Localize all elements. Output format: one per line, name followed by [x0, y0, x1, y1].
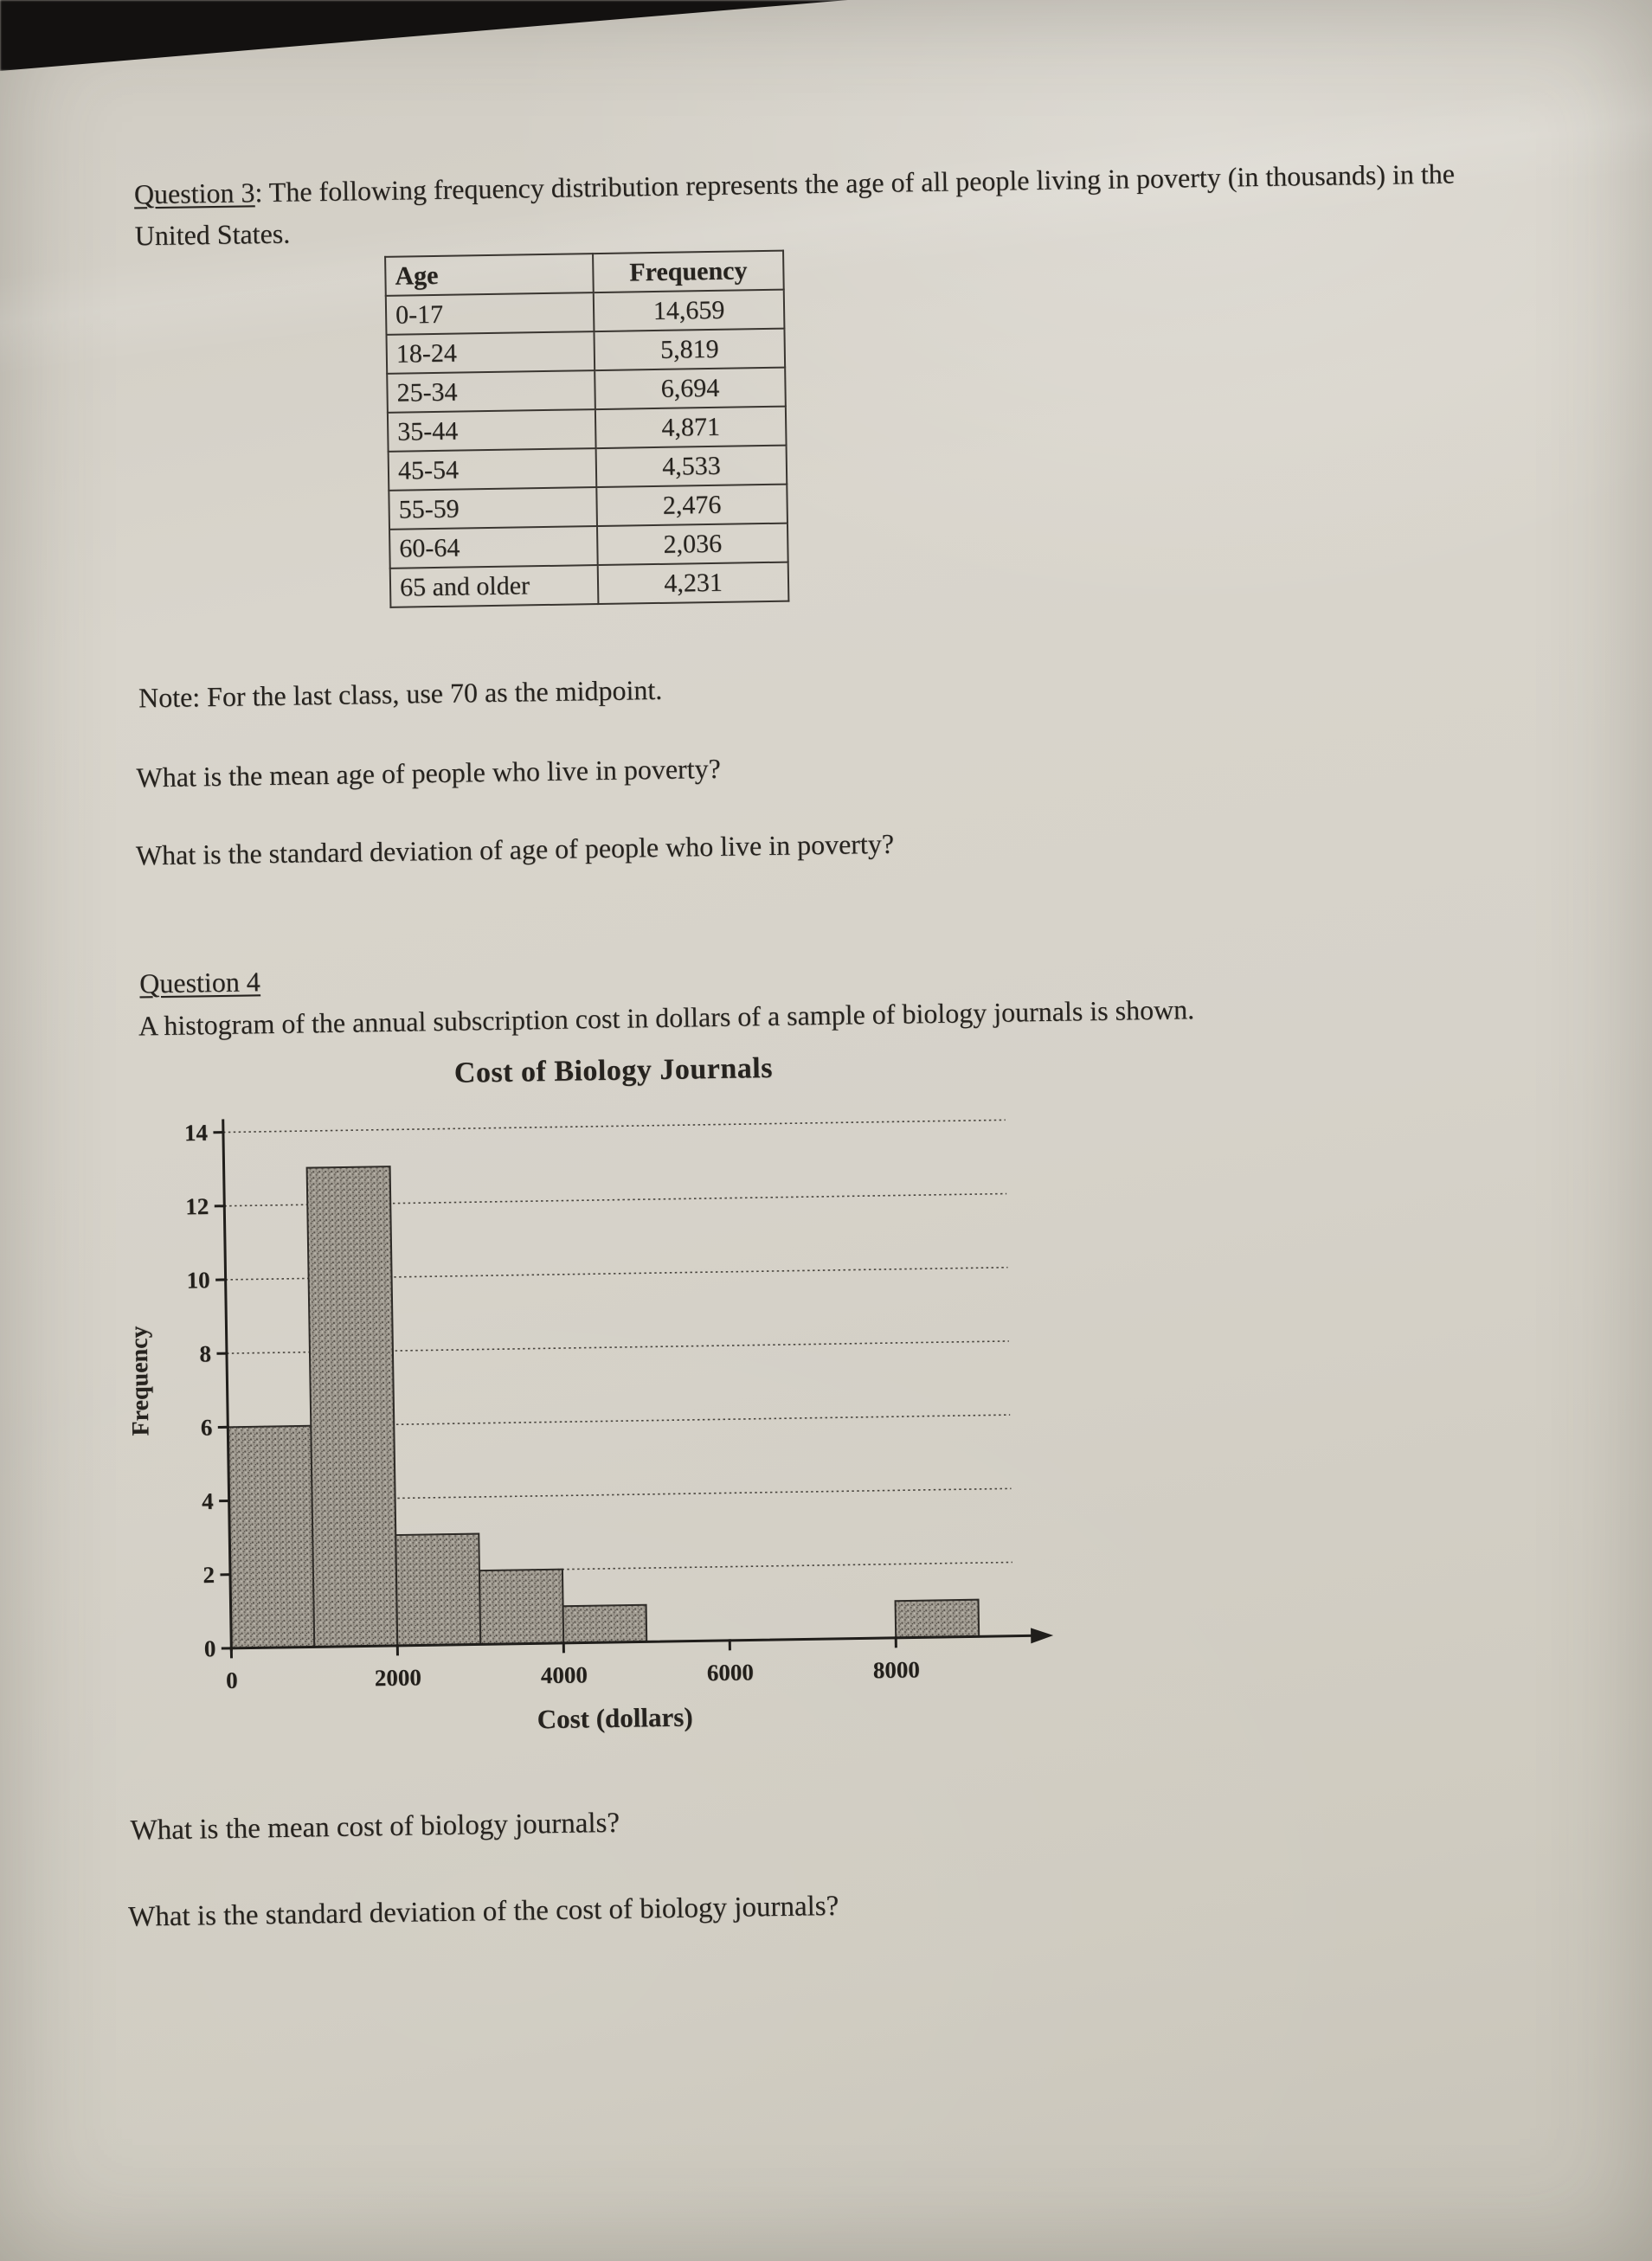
- age-class-cell: 25-34: [387, 370, 595, 413]
- y-tick-label: 8: [199, 1340, 211, 1366]
- table-row: 18-24 5,819: [386, 328, 786, 374]
- frequency-table: Age Frequency 0-17 14,659 18-24 5,819 25-34 6…: [384, 250, 789, 608]
- histogram-svg: 0 2 4 6 8 10 12 14 0 2000 4000 6000 8000: [184, 1119, 1054, 1693]
- x-tick-label: 6000: [707, 1659, 754, 1686]
- table-row: 35-44 4,871: [387, 406, 787, 452]
- q4-question-mean: What is the mean cost of biology journal…: [130, 1807, 620, 1847]
- age-class-cell: 55-59: [389, 487, 597, 530]
- frequency-cell: 14,659: [593, 289, 785, 332]
- table-header-age: Age: [385, 254, 594, 296]
- frequency-cell: 5,819: [594, 328, 786, 371]
- q3-question-sd: What is the standard deviation of age of…: [135, 827, 895, 871]
- table-row: 65 and older 4,231: [389, 562, 789, 607]
- chart-title: Cost of Biology Journals: [453, 1051, 774, 1089]
- frequency-cell: 4,231: [597, 562, 789, 605]
- question-3-text: Question 3: The following frequency dist…: [134, 152, 1468, 256]
- chart-x-axis-label: Cost (dollars): [537, 1701, 693, 1735]
- age-class-cell: 35-44: [387, 409, 596, 452]
- y-axis: [222, 1119, 233, 1652]
- age-class-cell: 18-24: [386, 331, 595, 374]
- x-tick-label: 4000: [541, 1661, 588, 1688]
- frequency-cell: 2,476: [596, 484, 787, 527]
- table-header-row: Age Frequency: [385, 250, 784, 296]
- frequency-cell: 2,036: [596, 523, 788, 566]
- question-4-heading: Question 4: [138, 966, 261, 999]
- q3-note: Note: For the last class, use 70 as the …: [138, 673, 663, 714]
- table-row: 25-34 6,694: [387, 367, 786, 413]
- histogram-bar: [894, 1598, 980, 1639]
- frequency-cell: 4,871: [595, 406, 787, 449]
- frequency-cell: 6,694: [595, 367, 786, 410]
- age-class-cell: 65 and older: [389, 565, 599, 607]
- table-row: 55-59 2,476: [389, 484, 787, 530]
- x-tick-label: 0: [226, 1667, 238, 1693]
- gridline: [222, 1119, 1006, 1134]
- age-class-cell: 0-17: [385, 292, 595, 335]
- question-3-heading: Question 3: [133, 177, 255, 210]
- histogram-bar: [478, 1568, 565, 1646]
- age-class-cell: 60-64: [389, 526, 598, 568]
- table-row: 60-64 2,036: [389, 523, 788, 568]
- x-axis: [229, 1634, 1036, 1650]
- x-tick-label: 2000: [375, 1664, 421, 1691]
- y-tick-label: 6: [201, 1415, 213, 1441]
- histogram-bar: [395, 1532, 482, 1647]
- table-header-frequency: Frequency: [593, 250, 784, 293]
- table-row: 0-17 14,659: [385, 289, 785, 335]
- table-row: 45-54 4,533: [388, 445, 787, 491]
- y-tick-label: 10: [186, 1267, 209, 1293]
- x-tick-label: 8000: [873, 1656, 920, 1683]
- question-4-intro: A histogram of the annual subscription c…: [138, 993, 1195, 1042]
- histogram-bar: [305, 1166, 399, 1648]
- y-tick-label: 14: [184, 1120, 208, 1146]
- y-tick-label: 0: [204, 1635, 216, 1661]
- x-axis-arrow-icon: [1031, 1628, 1054, 1644]
- y-tick-label: 12: [185, 1193, 209, 1219]
- histogram-bar: [227, 1424, 316, 1649]
- frequency-table-body: 0-17 14,659 18-24 5,819 25-34 6,694 35-44 4,871…: [385, 289, 789, 607]
- frequency-cell: 4,533: [595, 445, 787, 488]
- age-class-cell: 45-54: [388, 448, 597, 491]
- histogram-bar: [562, 1603, 648, 1644]
- y-tick-label: 2: [202, 1562, 215, 1588]
- y-tick-label: 4: [202, 1488, 214, 1514]
- q3-question-mean: What is the mean age of people who live …: [136, 752, 722, 793]
- q4-question-sd: What is the standard deviation of the co…: [127, 1890, 839, 1933]
- question-3-body: : The following frequency distribution r…: [134, 157, 1456, 252]
